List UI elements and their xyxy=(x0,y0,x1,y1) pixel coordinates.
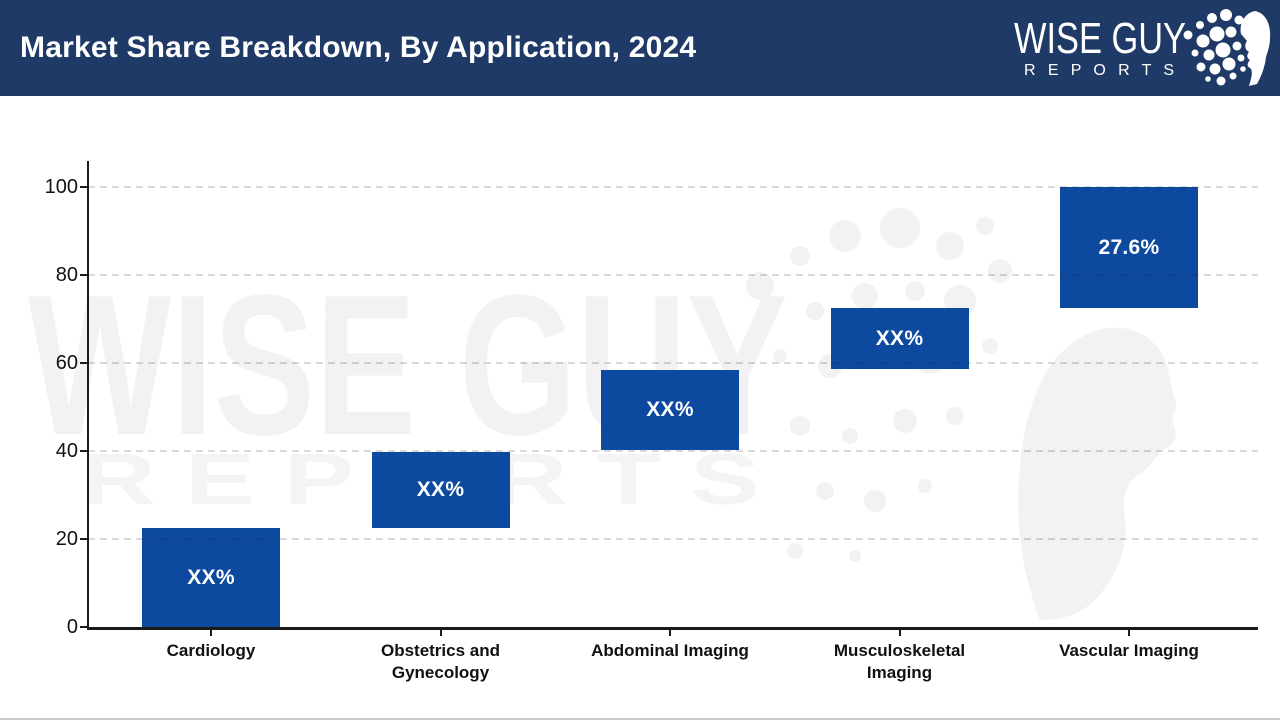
x-axis-category-label: Vascular Imaging xyxy=(1059,641,1199,660)
bar-vascular-imaging: 27.6% xyxy=(1060,187,1198,309)
watermark-dots-icon xyxy=(746,208,1012,562)
x-tick-mark xyxy=(210,629,212,636)
x-axis-category-label: Cardiology xyxy=(166,641,256,660)
bar-value-label: 27.6% xyxy=(1098,235,1160,259)
logo-face-icon xyxy=(1240,11,1271,86)
y-tick-mark xyxy=(80,450,88,452)
logo-wordmark: WISE GUY xyxy=(1014,14,1186,63)
x-axis-category-label: Abdominal Imaging xyxy=(591,641,749,660)
bar-value-label: XX% xyxy=(416,478,465,502)
bar-value-label: XX% xyxy=(646,397,694,421)
y-tick-label: 0 xyxy=(66,616,78,638)
bar-musculoskeletal-imaging: XX% xyxy=(830,308,969,370)
gridline-40 xyxy=(88,450,1258,452)
y-axis-line xyxy=(87,161,89,629)
gridline-100 xyxy=(88,186,1258,188)
y-tick-mark xyxy=(80,274,88,276)
y-tick-label: 40 xyxy=(55,440,78,462)
x-tick-mark xyxy=(898,629,901,636)
logo-dots-icon xyxy=(1183,9,1246,86)
x-axis-line xyxy=(87,627,1258,630)
y-tick-label: 20 xyxy=(55,528,78,550)
y-tick-mark xyxy=(80,362,88,364)
gridline-80 xyxy=(88,274,1258,276)
gridline-20 xyxy=(88,538,1258,540)
bar-obstetrics-and-gynecology: XX% xyxy=(371,451,510,529)
x-axis-category-label: Musculoskeletal Imaging xyxy=(833,641,966,683)
y-tick-label: 60 xyxy=(55,352,78,374)
bar-value-label: XX% xyxy=(187,565,235,589)
page-title: Market Share Breakdown, By Application, … xyxy=(20,31,697,64)
y-tick-mark xyxy=(80,538,88,540)
y-tick-label: 100 xyxy=(44,176,78,198)
bar-abdominal-imaging: XX% xyxy=(601,369,739,450)
header-bar: Market Share Breakdown, By Application, … xyxy=(0,0,1280,96)
x-tick-mark xyxy=(439,629,442,636)
y-tick-mark xyxy=(80,186,88,188)
chart-plot-area: WISE GUY R E P O R T S 020406080100XX%Ca… xyxy=(0,96,1280,718)
bar-cardiology: XX% xyxy=(142,528,280,627)
logo-subtitle: R E P O R T S xyxy=(1024,62,1174,79)
wise-guy-reports-logo: WISE GUY R E P O R T S xyxy=(1014,9,1271,86)
bar-value-label: XX% xyxy=(875,326,924,350)
watermark-face-icon xyxy=(1018,327,1177,620)
y-tick-mark xyxy=(80,626,88,628)
x-tick-mark xyxy=(669,629,671,636)
x-tick-mark xyxy=(1128,629,1130,636)
bottom-border xyxy=(0,718,1280,720)
x-axis-category-label: Obstetrics and Gynecology xyxy=(380,641,501,683)
y-tick-label: 80 xyxy=(55,264,78,286)
gridline-60 xyxy=(88,362,1258,364)
